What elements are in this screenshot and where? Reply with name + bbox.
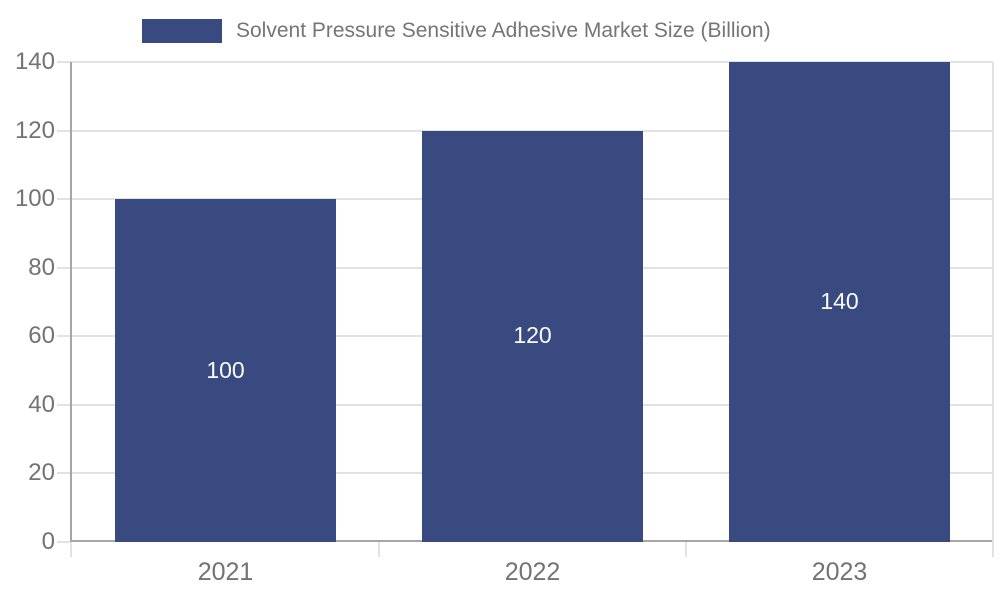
x-axis-tick	[685, 542, 687, 557]
y-axis-tick-label: 100	[14, 185, 55, 213]
bar-value-label: 120	[513, 322, 552, 349]
bar-value-label: 140	[820, 288, 859, 314]
y-axis-tick-label: 80	[28, 253, 55, 281]
x-axis-tick	[378, 542, 380, 557]
bar-2023[interactable]	[729, 62, 950, 542]
legend-label: Solvent Pressure Sensitive Adhesive Mark…	[236, 19, 771, 42]
y-axis-tick-label: 60	[28, 322, 55, 350]
y-axis-tick	[57, 198, 72, 201]
bar-2021[interactable]	[115, 199, 336, 542]
x-axis-category-label: 2022	[504, 558, 561, 586]
y-axis-line	[70, 62, 72, 542]
y-axis-tick	[57, 266, 72, 269]
y-axis-tick	[57, 403, 72, 406]
y-axis-tick-label: 120	[14, 116, 55, 144]
y-axis-tick	[57, 472, 72, 475]
y-axis-tick	[57, 61, 72, 63]
bar-value-label: 100	[206, 356, 245, 383]
gridline	[72, 61, 993, 63]
y-axis-tick-label: 20	[28, 459, 55, 487]
x-axis-category-label: 2021	[197, 558, 254, 586]
y-axis-tick	[57, 335, 72, 338]
y-axis-tick	[57, 541, 72, 543]
legend-swatch	[142, 19, 222, 43]
y-axis-tick-label: 40	[28, 390, 55, 418]
y-axis-tick-label: 140	[14, 48, 55, 75]
y-axis-tick	[57, 129, 72, 132]
bar-2022[interactable]	[422, 130, 643, 542]
x-axis-category-label: 2023	[811, 558, 868, 586]
plot-right-border	[992, 62, 994, 557]
y-axis-tick-label: 0	[41, 528, 55, 555]
legend-item[interactable]: Solvent Pressure Sensitive Adhesive Mark…	[142, 19, 771, 43]
y-axis-bottom-extension	[70, 542, 72, 557]
